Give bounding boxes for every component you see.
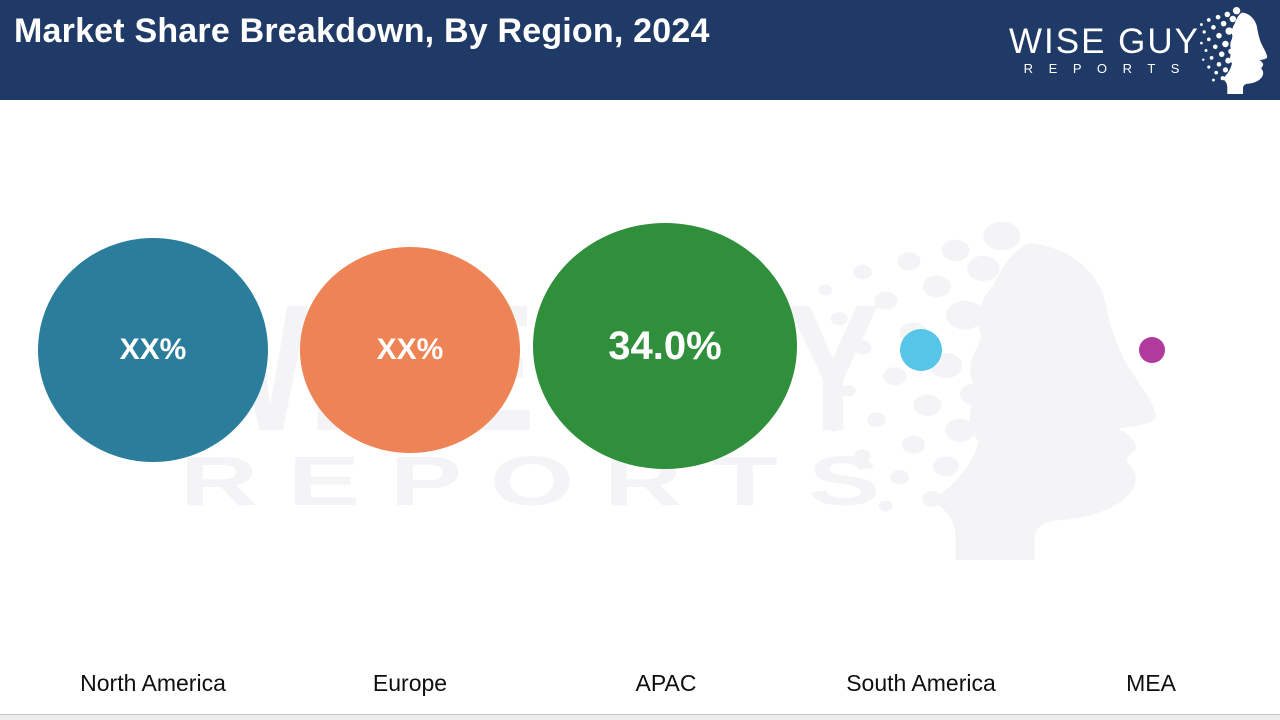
bubble-north-america: XX% — [38, 238, 268, 462]
bubble-south-america — [900, 329, 942, 371]
header: Market Share Breakdown, By Region, 2024 … — [0, 0, 1280, 100]
bubble-europe: XX% — [300, 247, 520, 453]
logo-head-icon — [1200, 6, 1268, 94]
logo-text: WISE GUY R E P O R T S — [1008, 21, 1200, 77]
category-label-south-america: South America — [846, 670, 996, 696]
logo-subtext: R E P O R T S — [1023, 61, 1186, 77]
bubble-mea — [1139, 337, 1165, 363]
watermark-head — [818, 221, 1156, 560]
bubble-value-label: XX% — [376, 333, 444, 366]
bubble-value-label: XX% — [119, 333, 187, 366]
category-label-north-america: North America — [80, 670, 226, 696]
category-label-apac: APAC — [635, 670, 697, 696]
watermark-subtext: R E P O R T S — [180, 442, 880, 520]
bubble-value-label: 34.0% — [608, 323, 722, 368]
bottom-divider — [0, 714, 1280, 720]
logo-wordmark: WISE GUY — [1008, 21, 1200, 61]
bubble-apac: 34.0% — [533, 223, 797, 469]
wiseguy-logo: WISE GUY R E P O R T S — [1009, 0, 1268, 100]
page-title: Market Share Breakdown, By Region, 2024 — [14, 12, 710, 50]
category-label-mea: MEA — [1126, 670, 1176, 696]
category-label-europe: Europe — [372, 670, 448, 696]
